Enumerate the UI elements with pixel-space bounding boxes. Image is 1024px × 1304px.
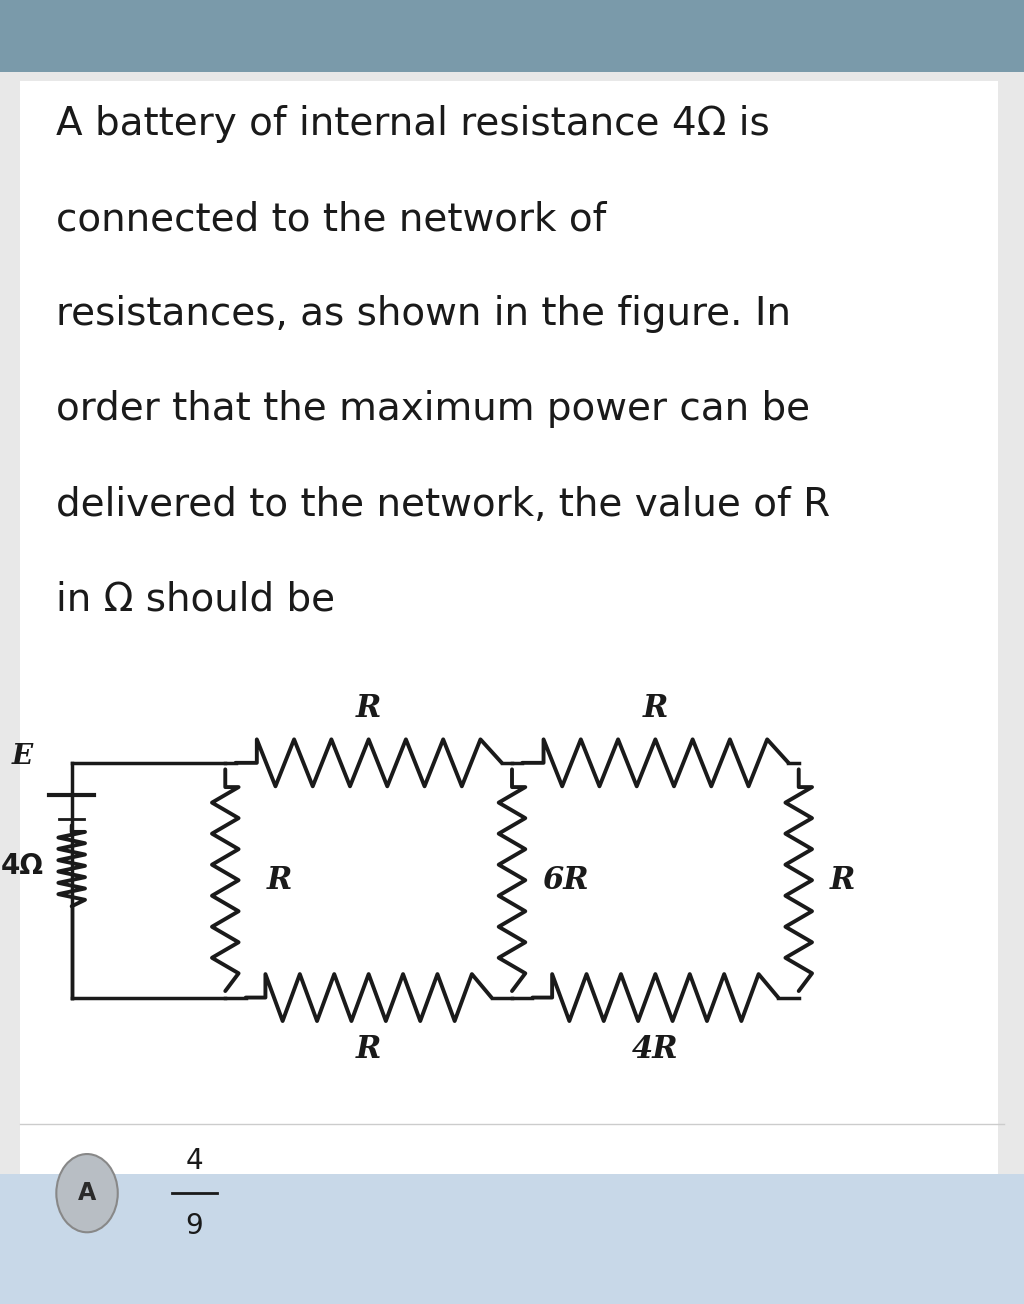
Text: delivered to the network, the value of R: delivered to the network, the value of R	[56, 485, 830, 524]
Text: order that the maximum power can be: order that the maximum power can be	[56, 390, 810, 429]
Text: R: R	[643, 692, 668, 724]
Text: resistances, as shown in the figure. In: resistances, as shown in the figure. In	[56, 295, 792, 334]
Text: in Ω should be: in Ω should be	[56, 580, 336, 619]
Text: R: R	[356, 692, 381, 724]
Text: A: A	[78, 1181, 96, 1205]
Text: 6R: 6R	[543, 865, 590, 896]
FancyBboxPatch shape	[20, 81, 998, 1174]
Text: E: E	[12, 743, 33, 769]
Text: 9: 9	[185, 1211, 204, 1240]
FancyBboxPatch shape	[0, 0, 1024, 72]
Text: 4Ω: 4Ω	[1, 852, 44, 880]
Text: R: R	[266, 865, 292, 896]
Text: connected to the network of: connected to the network of	[56, 200, 606, 239]
Text: R: R	[829, 865, 855, 896]
Circle shape	[56, 1154, 118, 1232]
FancyBboxPatch shape	[0, 1174, 1024, 1304]
Text: R: R	[356, 1034, 381, 1065]
Text: A battery of internal resistance 4Ω is: A battery of internal resistance 4Ω is	[56, 104, 770, 143]
Text: 4R: 4R	[632, 1034, 679, 1065]
Text: 4: 4	[185, 1146, 204, 1175]
